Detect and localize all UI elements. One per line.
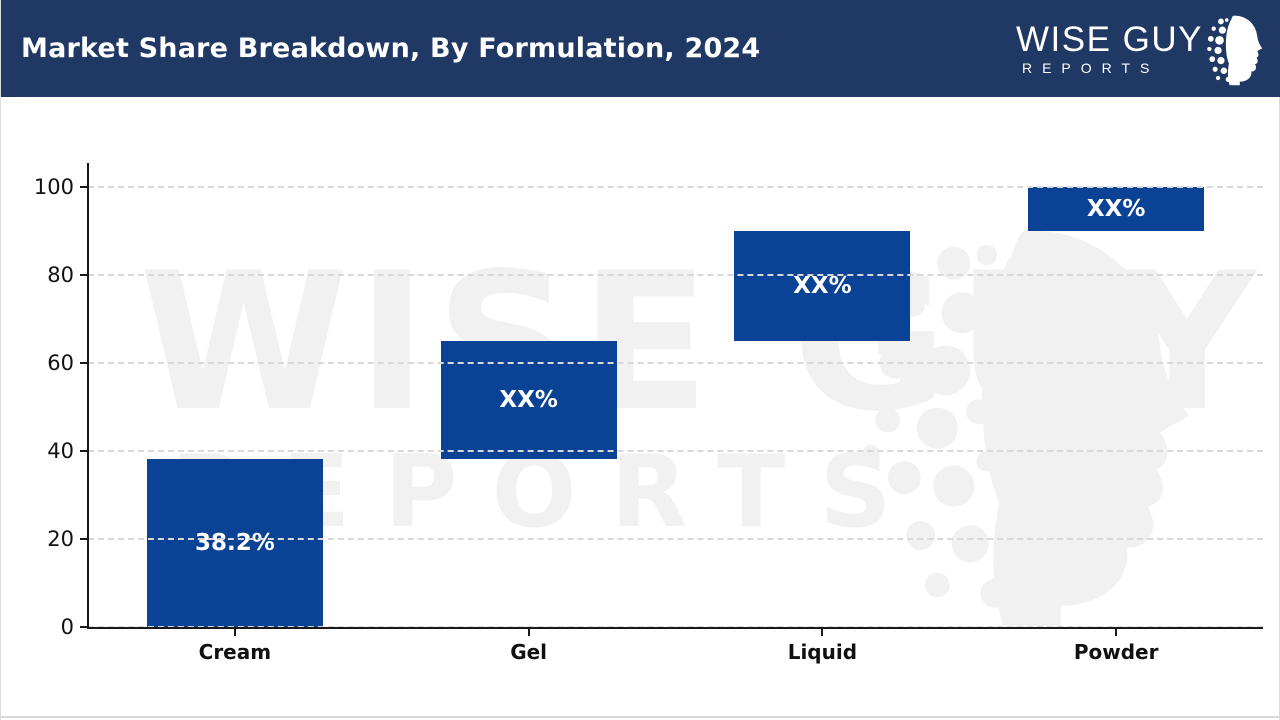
gridline-20 xyxy=(88,538,1263,541)
y-tick-label-0: 0 xyxy=(60,615,74,639)
bar-gel: XX% xyxy=(440,341,617,459)
wise-guy-reports-logo: WISE GUY REPORTS xyxy=(1016,10,1263,88)
bar-value-label-powder: XX% xyxy=(1086,196,1146,223)
x-tick-label-powder: Powder xyxy=(1073,640,1159,664)
x-tick-label-liquid: Liquid xyxy=(787,640,858,664)
y-tick-80 xyxy=(80,274,87,277)
y-tick-40 xyxy=(80,450,87,453)
y-tick-label-40: 40 xyxy=(47,439,74,464)
x-tick-liquid xyxy=(821,629,824,636)
gridline-60 xyxy=(88,362,1263,365)
page-title: Market Share Breakdown, By Formulation, … xyxy=(21,33,761,64)
bar-powder: XX% xyxy=(1028,187,1205,232)
y-tick-100 xyxy=(80,186,87,189)
y-tick-label-60: 60 xyxy=(47,351,74,376)
y-tick-20 xyxy=(80,538,87,541)
x-tick-gel xyxy=(527,629,530,636)
y-tick-label-100: 100 xyxy=(33,175,74,200)
bottom-divider xyxy=(1,716,1280,718)
gridline-100 xyxy=(88,186,1263,189)
y-tick-label-80: 80 xyxy=(47,263,74,288)
logo-wordmark: WISE GUY xyxy=(1015,20,1203,59)
y-tick-60 xyxy=(80,362,87,365)
x-axis-line xyxy=(87,627,1263,629)
x-tick-powder xyxy=(1115,629,1118,636)
watermark-head-icon xyxy=(863,230,1189,627)
logo-head-icon xyxy=(1207,15,1263,85)
bar-cream: 38.2% xyxy=(146,458,323,627)
y-tick-0 xyxy=(80,626,87,628)
logo-subtext: REPORTS xyxy=(1021,60,1160,76)
x-tick-cream xyxy=(233,629,236,636)
y-axis-line xyxy=(87,163,89,629)
bar-liquid: XX% xyxy=(734,231,911,342)
x-tick-label-gel: Gel xyxy=(510,640,548,664)
bar-value-label-liquid: XX% xyxy=(793,273,852,300)
y-tick-label-20: 20 xyxy=(47,527,74,552)
header-bar: Market Share Breakdown, By Formulation, … xyxy=(1,0,1280,97)
gridline-40 xyxy=(88,450,1263,453)
bar-value-label-cream: 38.2% xyxy=(194,529,275,556)
logo-text: WISE GUY REPORTS xyxy=(1016,22,1203,75)
bar-value-label-gel: XX% xyxy=(499,387,558,414)
gridline-80 xyxy=(88,274,1263,277)
x-tick-label-cream: Cream xyxy=(198,640,272,664)
